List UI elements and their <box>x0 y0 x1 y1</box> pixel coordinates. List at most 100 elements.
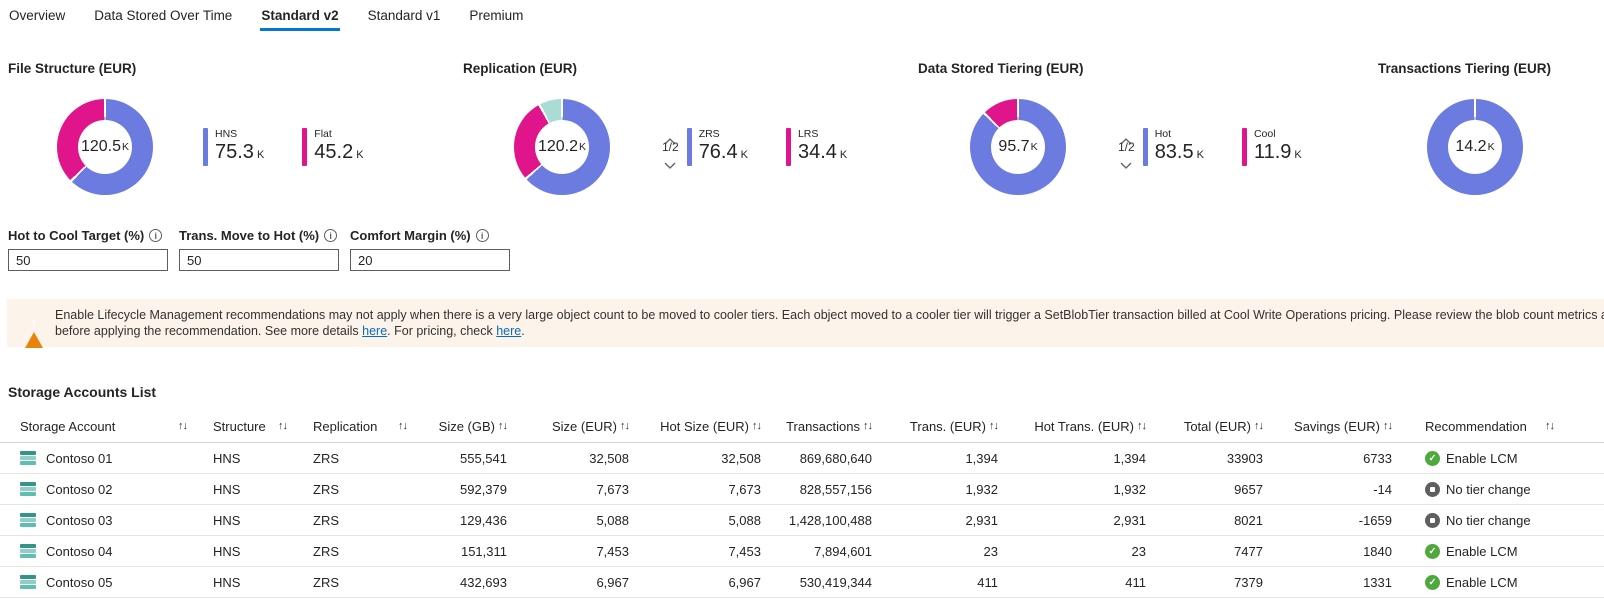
cell-trans_eur: 1,394 <box>890 451 1016 466</box>
column-header-replication[interactable]: Replication ↑↓ <box>305 419 425 434</box>
column-label: Savings (EUR) <box>1294 418 1380 434</box>
field-label: Trans. Move to Hot (%) <box>179 228 320 243</box>
legend-swatch <box>203 128 208 166</box>
column-header-hot_trans_eur[interactable]: Hot Trans. (EUR) ↑↓ <box>1016 419 1164 434</box>
sort-icon[interactable]: ↑↓ <box>1254 420 1264 432</box>
cell-text: Enable LCM <box>1446 543 1518 559</box>
chevron-down-icon[interactable] <box>1120 156 1132 169</box>
donut-data-stored-tiering[interactable]: 95.7 K <box>970 99 1066 195</box>
cell-account[interactable]: Contoso 01 <box>0 451 205 466</box>
cell-text: 1840 <box>1363 543 1392 559</box>
check-circle-icon <box>1425 543 1440 559</box>
sort-icon[interactable]: ↑↓ <box>1137 420 1147 432</box>
cell-account[interactable]: Contoso 04 <box>0 544 205 559</box>
sort-icon[interactable]: ↑↓ <box>178 420 188 432</box>
cell-text: 5,088 <box>728 512 761 528</box>
comfort-margin-input[interactable] <box>350 249 510 271</box>
column-header-recommendation[interactable]: Recommendation ↑↓ <box>1410 419 1604 434</box>
cell-hot_size_eur: 7,673 <box>647 482 779 497</box>
sort-icon[interactable]: ↑↓ <box>498 420 508 432</box>
trans-move-to-hot-input[interactable] <box>179 249 339 271</box>
donut-transactions-tiering[interactable]: 14.2 K <box>1427 99 1523 195</box>
table-body: Contoso 01 HNS ZRS 555,541 32,508 32,508 869,6… <box>0 443 1604 598</box>
sort-icon[interactable]: ↑↓ <box>752 420 762 432</box>
cell-size_gb: 432,693 <box>425 575 525 590</box>
cell-replication: ZRS <box>305 513 425 528</box>
chevron-up-icon[interactable] <box>664 132 676 144</box>
column-label: Hot Size (EUR) <box>660 418 749 434</box>
donut-replication[interactable]: 120.2 K <box>514 99 610 195</box>
donut-file-structure[interactable]: 120.5 K <box>57 99 153 195</box>
info-icon[interactable] <box>475 229 489 242</box>
sort-icon[interactable]: ↑↓ <box>1383 420 1393 432</box>
tab-standard-v2[interactable]: Standard v2 <box>260 4 340 31</box>
cell-account[interactable]: Contoso 05 <box>0 575 205 590</box>
column-label: Trans. (EUR) <box>909 418 986 434</box>
sort-icon[interactable]: ↑↓ <box>620 420 630 432</box>
storage-account-icon <box>20 544 36 558</box>
table-row[interactable]: Contoso 05 HNS ZRS 432,693 6,967 6,967 530,419… <box>0 567 1604 598</box>
column-label: Storage Account <box>20 418 116 434</box>
sort-icon[interactable]: ↑↓ <box>398 420 408 432</box>
cell-size_eur: 6,967 <box>525 575 647 590</box>
legend-item-zrs[interactable]: ZRS 76.4 K <box>686 128 748 166</box>
column-header-size_eur[interactable]: Size (EUR) ↑↓ <box>525 419 647 434</box>
legend: HNS 75.3 K Flat 45.2 K <box>203 128 364 166</box>
cell-structure: HNS <box>205 482 305 497</box>
cell-hot_trans_eur: 23 <box>1016 544 1164 559</box>
legend-item-hns[interactable]: HNS 75.3 K <box>203 128 264 166</box>
cell-text: 2,931 <box>965 512 998 528</box>
legend-item-cool[interactable]: Cool 11.9 K <box>1241 128 1302 166</box>
warning-text-line1: Enable Lifecycle Management recommendati… <box>55 308 1604 322</box>
cell-text: 7,673 <box>596 481 629 497</box>
sort-icon[interactable]: ↑↓ <box>863 420 873 432</box>
details-link[interactable]: here <box>362 324 388 338</box>
legend-item-hot[interactable]: Hot 83.5 K <box>1142 128 1204 166</box>
tab-overview[interactable]: Overview <box>9 8 66 23</box>
column-label: Total (EUR) <box>1183 418 1251 434</box>
table-row[interactable]: Contoso 01 HNS ZRS 555,541 32,508 32,508 869,6… <box>0 443 1604 474</box>
tab-data-stored-over-time[interactable]: Data Stored Over Time <box>94 8 233 23</box>
column-header-structure[interactable]: Structure ↑↓ <box>205 419 305 434</box>
cell-size_eur: 7,453 <box>525 544 647 559</box>
tab-premium[interactable]: Premium <box>469 8 524 23</box>
table-row[interactable]: Contoso 04 HNS ZRS 151,311 7,453 7,453 7,894,6… <box>0 536 1604 567</box>
cell-text: 7477 <box>1234 543 1263 559</box>
column-header-transactions[interactable]: Transactions ↑↓ <box>779 419 890 434</box>
info-icon[interactable] <box>149 229 163 242</box>
sort-icon[interactable]: ↑↓ <box>1545 420 1555 432</box>
info-icon[interactable] <box>324 229 338 242</box>
field-comfort-margin: Comfort Margin (%) <box>350 228 510 271</box>
charts-row: File Structure (EUR) 120.5 K HNS 75.3 K <box>0 55 1604 220</box>
cell-text: 6733 <box>1363 450 1392 466</box>
cell-text: 7,453 <box>728 543 761 559</box>
column-header-total_eur[interactable]: Total (EUR) ↑↓ <box>1164 419 1281 434</box>
field-hot-to-cool-target: Hot to Cool Target (%) <box>8 228 168 271</box>
column-header-size_gb[interactable]: Size (GB) ↑↓ <box>425 419 525 434</box>
pricing-link[interactable]: here <box>496 324 522 338</box>
hot-to-cool-target-input[interactable] <box>8 249 168 271</box>
table-row[interactable]: Contoso 02 HNS ZRS 592,379 7,673 7,673 828,557… <box>0 474 1604 505</box>
chevron-down-icon[interactable] <box>664 156 676 169</box>
cell-text: 7,673 <box>728 481 761 497</box>
cell-structure: HNS <box>205 451 305 466</box>
table-row[interactable]: Contoso 03 HNS ZRS 129,436 5,088 5,088 1,428,1… <box>0 505 1604 536</box>
legend-item-flat[interactable]: Flat 45.2 K <box>302 128 364 166</box>
sort-icon[interactable]: ↑↓ <box>278 420 288 432</box>
column-header-savings_eur[interactable]: Savings (EUR) ↑↓ <box>1281 419 1410 434</box>
chevron-up-icon[interactable] <box>1120 132 1132 144</box>
cell-text: Contoso 04 <box>46 543 113 559</box>
column-header-hot_size_eur[interactable]: Hot Size (EUR) ↑↓ <box>647 419 779 434</box>
tab-standard-v1[interactable]: Standard v1 <box>367 8 441 23</box>
legend-value: 34.4 K <box>797 141 848 163</box>
column-header-trans_eur[interactable]: Trans. (EUR) ↑↓ <box>890 419 1016 434</box>
column-header-account[interactable]: Storage Account ↑↓ <box>0 419 205 434</box>
chart-replication: Replication (EUR) 120.2 K 1/2 ZRS 76.4 K <box>455 55 910 215</box>
donut-center: 95.7 K <box>991 120 1045 174</box>
cell-account[interactable]: Contoso 03 <box>0 513 205 528</box>
cell-hot_trans_eur: 411 <box>1016 575 1164 590</box>
field-label: Comfort Margin (%) <box>350 228 471 243</box>
legend-item-lrs[interactable]: LRS 34.4 K <box>785 128 848 166</box>
sort-icon[interactable]: ↑↓ <box>989 420 999 432</box>
cell-account[interactable]: Contoso 02 <box>0 482 205 497</box>
